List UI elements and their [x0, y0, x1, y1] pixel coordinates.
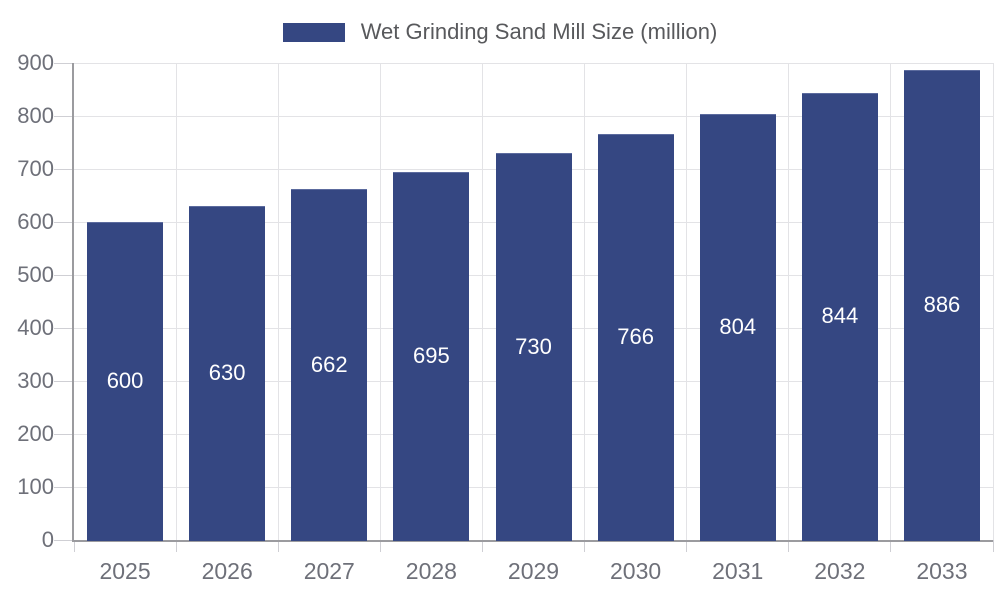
- y-axis-label: 900: [17, 50, 54, 75]
- x-tick: [481, 540, 483, 552]
- x-tick: [788, 540, 790, 552]
- y-tick: [54, 221, 74, 223]
- y-axis-label: 300: [17, 368, 54, 393]
- bar: [801, 92, 878, 541]
- x-axis-label: 2030: [610, 558, 662, 584]
- x-gridline: [277, 63, 279, 540]
- bar: [597, 134, 674, 541]
- bar: [291, 189, 368, 541]
- y-axis-label: 0: [41, 527, 54, 552]
- y-tick: [54, 486, 74, 488]
- x-gridline: [175, 63, 177, 540]
- chart-legend: Wet Grinding Sand Mill Size (million): [0, 21, 1000, 43]
- y-axis-label: 500: [17, 262, 54, 287]
- bar-value-label: 600: [106, 368, 144, 393]
- x-tick: [992, 540, 994, 552]
- bar-value-label: 804: [719, 313, 757, 339]
- y-axis-label: 100: [17, 474, 54, 499]
- x-gridline: [992, 63, 994, 540]
- x-axis-label: 2026: [201, 558, 253, 584]
- bar-value-label: 886: [923, 292, 961, 318]
- x-axis-label: 2033: [916, 558, 968, 584]
- x-gridline: [788, 63, 790, 540]
- x-tick: [277, 540, 279, 552]
- x-axis-label: 2029: [507, 558, 560, 584]
- y-tick: [54, 115, 74, 117]
- x-axis-label: 2025: [99, 558, 151, 584]
- x-axis: [72, 540, 993, 542]
- bar: [903, 70, 980, 541]
- legend-label: Wet Grinding Sand Mill Size (million): [360, 19, 718, 44]
- y-tick: [54, 62, 74, 64]
- bar: [393, 171, 470, 541]
- x-gridline: [584, 63, 586, 540]
- y-gridline: [74, 62, 993, 64]
- x-gridline: [481, 63, 483, 540]
- x-tick: [73, 540, 75, 552]
- y-tick: [54, 327, 74, 329]
- x-tick: [686, 540, 688, 552]
- bar-value-label: 730: [515, 333, 552, 359]
- y-axis-label: 400: [17, 315, 54, 340]
- y-axis-label: 200: [17, 421, 54, 446]
- y-tick: [54, 168, 74, 170]
- legend-swatch: [282, 22, 345, 42]
- y-tick: [54, 380, 74, 382]
- bar-value-label: 662: [310, 351, 348, 377]
- bar: [189, 206, 266, 541]
- x-axis-label: 2028: [405, 558, 457, 584]
- x-tick: [890, 540, 892, 552]
- x-axis-label: 2027: [303, 558, 355, 584]
- x-tick: [175, 540, 177, 552]
- bar-value-label: 766: [617, 324, 654, 349]
- bar-value-label: 695: [413, 342, 450, 368]
- x-axis-label: 2031: [712, 558, 764, 584]
- bar-value-label: 630: [208, 360, 246, 386]
- bar: [87, 222, 164, 541]
- x-gridline: [686, 63, 688, 540]
- x-tick: [379, 540, 381, 552]
- y-axis-label: 800: [17, 103, 54, 128]
- y-tick: [54, 433, 74, 435]
- y-axis-label: 700: [17, 156, 54, 181]
- y-axis: [72, 63, 74, 542]
- bar: [699, 113, 776, 541]
- y-gridline: [74, 115, 993, 117]
- bar: [495, 153, 572, 541]
- x-gridline: [890, 63, 892, 540]
- y-tick: [54, 539, 74, 541]
- y-axis-label: 600: [17, 209, 54, 234]
- y-tick: [54, 274, 74, 276]
- x-axis-label: 2032: [814, 558, 866, 584]
- x-tick: [584, 540, 586, 552]
- x-gridline: [379, 63, 381, 540]
- bar-value-label: 844: [821, 303, 859, 329]
